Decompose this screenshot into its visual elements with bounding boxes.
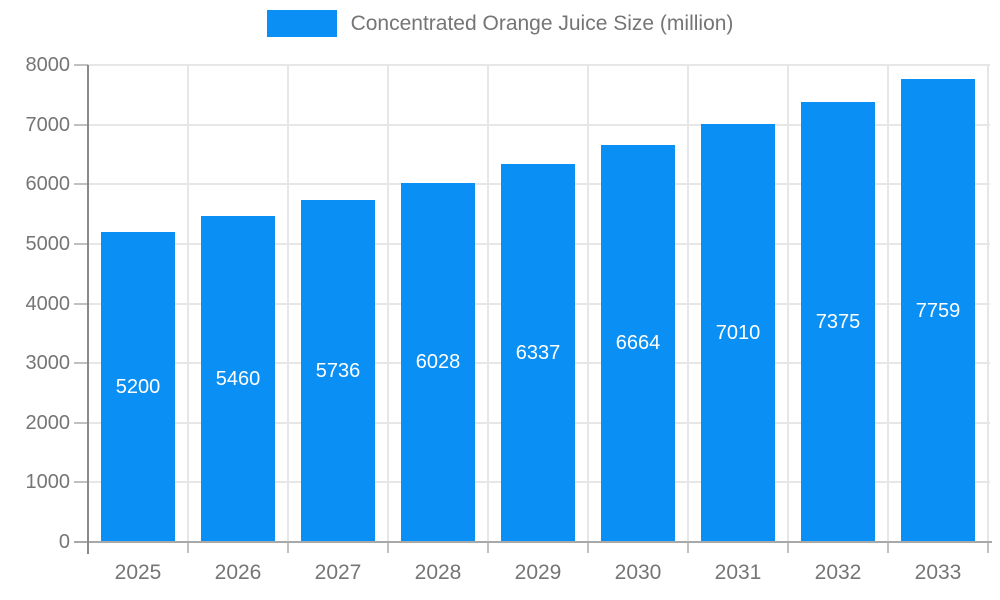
gridline-vertical — [187, 65, 189, 542]
gridline-horizontal — [88, 64, 990, 66]
bar-2028[interactable]: 6028 — [401, 182, 475, 542]
bar-2025[interactable]: 5200 — [101, 231, 175, 542]
x-axis-label: 2030 — [614, 561, 662, 584]
x-axis-label: 2032 — [814, 561, 862, 584]
bar-value-label: 7759 — [915, 299, 961, 322]
x-axis-label: 2029 — [514, 561, 562, 584]
y-axis-tick — [74, 123, 88, 126]
gridline-vertical — [587, 65, 589, 542]
y-axis-line — [87, 65, 89, 554]
bar-value-label: 5460 — [215, 368, 261, 391]
x-axis-label: 2033 — [914, 561, 962, 584]
legend-label: Concentrated Orange Juice Size (million) — [350, 11, 734, 35]
bar-value-label: 6664 — [615, 332, 661, 355]
bar-2030[interactable]: 6664 — [601, 144, 675, 542]
y-axis-tick — [74, 64, 88, 66]
legend-swatch — [266, 10, 337, 37]
x-axis-tick — [987, 542, 989, 553]
y-axis-label: 6000 — [25, 173, 71, 196]
y-axis-label: 3000 — [25, 352, 71, 375]
x-axis-tick — [887, 542, 889, 553]
y-axis-tick — [74, 421, 88, 424]
bar-value-label: 7375 — [815, 311, 861, 334]
y-axis-tick — [74, 481, 88, 484]
x-axis-label: 2027 — [314, 561, 362, 584]
y-axis-label: 8000 — [25, 54, 71, 76]
y-axis-tick — [74, 242, 88, 245]
gridline-horizontal — [88, 123, 990, 126]
y-axis-label: 0 — [58, 531, 70, 553]
y-axis-tick — [74, 362, 88, 365]
bar-value-label: 7010 — [715, 322, 761, 344]
gridline-vertical — [887, 65, 889, 542]
gridline-vertical — [787, 65, 789, 542]
x-axis-label: 2025 — [114, 561, 162, 584]
gridline-vertical — [987, 65, 989, 542]
y-axis-label: 4000 — [25, 292, 71, 315]
y-axis-tick — [74, 183, 88, 186]
gridline-vertical — [387, 65, 389, 542]
chart-legend[interactable]: Concentrated Orange Juice Size (million) — [0, 10, 1000, 37]
bar-2029[interactable]: 6337 — [501, 164, 575, 542]
bar-value-label: 5200 — [115, 375, 161, 398]
x-axis-tick — [487, 542, 489, 553]
y-axis-label: 7000 — [25, 113, 71, 136]
x-axis-label: 2026 — [214, 561, 262, 584]
bar-value-label: 5736 — [315, 359, 361, 382]
bar-value-label: 6337 — [515, 342, 561, 365]
bar-value-label: 6028 — [415, 351, 461, 374]
x-axis-tick — [187, 542, 189, 553]
gridline-vertical — [287, 65, 289, 542]
y-axis-tick — [74, 302, 88, 305]
bar-2026[interactable]: 5460 — [201, 216, 275, 542]
y-axis-label: 5000 — [25, 232, 71, 255]
bar-2032[interactable]: 7375 — [801, 102, 875, 542]
x-axis-label: 2028 — [414, 561, 462, 584]
x-axis-tick — [687, 542, 689, 553]
bar-2033[interactable]: 7759 — [901, 79, 975, 542]
gridline-vertical — [487, 65, 489, 542]
x-axis-tick — [387, 542, 389, 553]
x-axis-tick — [287, 542, 289, 553]
x-axis-tick — [587, 542, 589, 553]
y-axis-label: 2000 — [25, 411, 71, 434]
x-axis-tick — [787, 542, 789, 553]
x-axis-label: 2031 — [714, 561, 762, 584]
x-axis-line — [74, 541, 992, 543]
y-axis-label: 1000 — [25, 471, 71, 494]
gridline-vertical — [687, 65, 689, 542]
bar-2031[interactable]: 7010 — [701, 124, 775, 542]
bar-2027[interactable]: 5736 — [301, 199, 375, 542]
